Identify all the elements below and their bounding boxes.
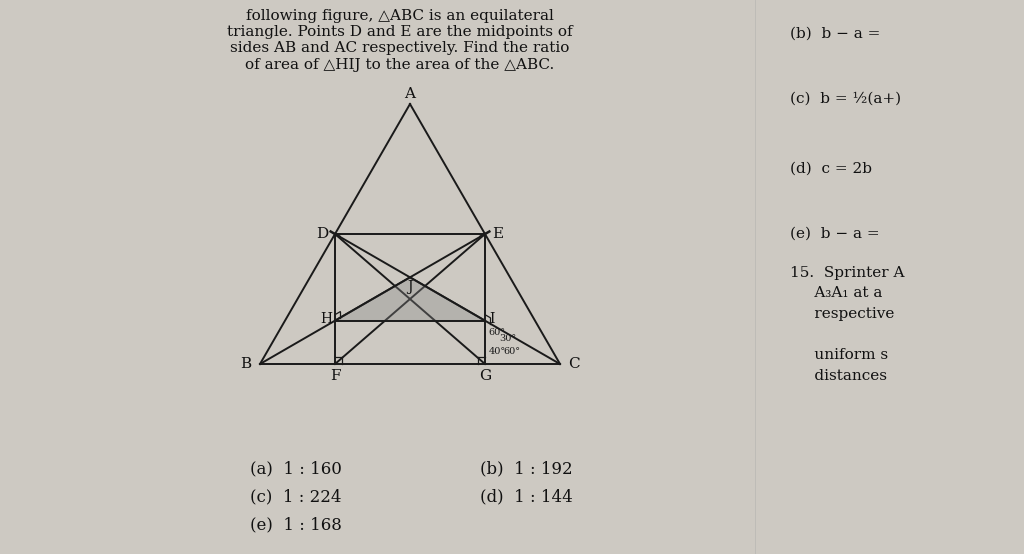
Text: (d)  c = 2b: (d) c = 2b <box>790 162 872 176</box>
Text: 40°: 40° <box>489 347 506 356</box>
Text: (c)  1 : 224: (c) 1 : 224 <box>250 489 341 505</box>
Text: 60°: 60° <box>488 327 505 337</box>
Text: A: A <box>404 87 416 101</box>
Text: J: J <box>408 280 413 294</box>
Text: following figure, △ABC is an equilateral
triangle. Points D and E are the midpoi: following figure, △ABC is an equilateral… <box>227 9 572 71</box>
Text: B: B <box>241 357 252 371</box>
Text: (e)  b − a =: (e) b − a = <box>790 227 880 241</box>
Text: H: H <box>319 312 332 326</box>
Text: (c)  b = ½(a+): (c) b = ½(a+) <box>790 92 901 106</box>
Text: 30°: 30° <box>499 334 516 343</box>
Text: 15.  Sprinter A
     A₃A₁ at a
     respective

     uniform s
     distances: 15. Sprinter A A₃A₁ at a respective unif… <box>790 265 904 382</box>
Text: (b)  b − a =: (b) b − a = <box>790 27 881 41</box>
Text: E: E <box>493 227 504 241</box>
Polygon shape <box>335 278 485 321</box>
Text: (a)  1 : 160: (a) 1 : 160 <box>250 460 342 478</box>
Text: (e)  1 : 168: (e) 1 : 168 <box>250 516 342 534</box>
Text: (b)  1 : 192: (b) 1 : 192 <box>480 460 572 478</box>
Text: (d)  1 : 144: (d) 1 : 144 <box>480 489 572 505</box>
Text: F: F <box>330 369 340 383</box>
Text: G: G <box>479 369 492 383</box>
Text: D: D <box>315 227 328 241</box>
Text: C: C <box>568 357 580 371</box>
Text: 60°: 60° <box>503 347 520 356</box>
Text: I: I <box>489 312 495 326</box>
